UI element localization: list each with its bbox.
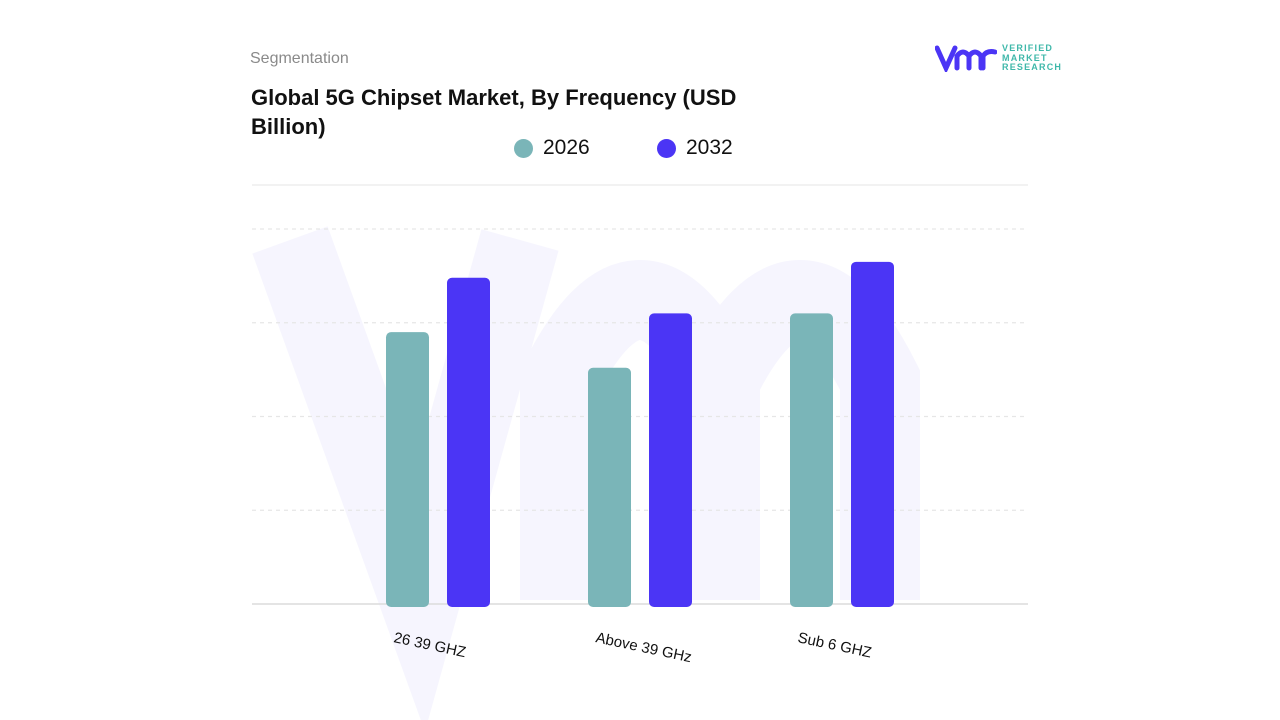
bar-2032-0 [447, 277, 490, 607]
legend-label: 2032 [686, 136, 733, 159]
legend-label: 2026 [543, 136, 590, 159]
bar-2026-2 [790, 313, 833, 607]
bar-2032-2 [851, 261, 894, 607]
bar-2032-1 [649, 313, 692, 607]
legend-swatch [514, 138, 533, 158]
logo-line1: VERIFIED [1002, 43, 1054, 53]
legend-item-2026: 2026 [514, 136, 590, 160]
x-tick-label: Sub 6 GHZ [796, 629, 873, 661]
x-tick-label: Above 39 GHz [594, 629, 693, 666]
logo-line2: MARKET [1002, 52, 1048, 63]
bar-2026-1 [588, 367, 631, 607]
legend-swatch [657, 138, 676, 158]
logo-line3: RESEARCH [1002, 62, 1063, 72]
chart-title: Global 5G Chipset Market, By Frequency (… [251, 85, 737, 139]
vmr-logo-mark [935, 45, 997, 73]
legend-item-2032: 2032 [657, 136, 733, 160]
bar-2026-0 [386, 332, 429, 607]
segment-label: Segmentation [250, 50, 349, 67]
vmr-logo: VERIFIED MARKET RESEARCH [935, 43, 1063, 73]
